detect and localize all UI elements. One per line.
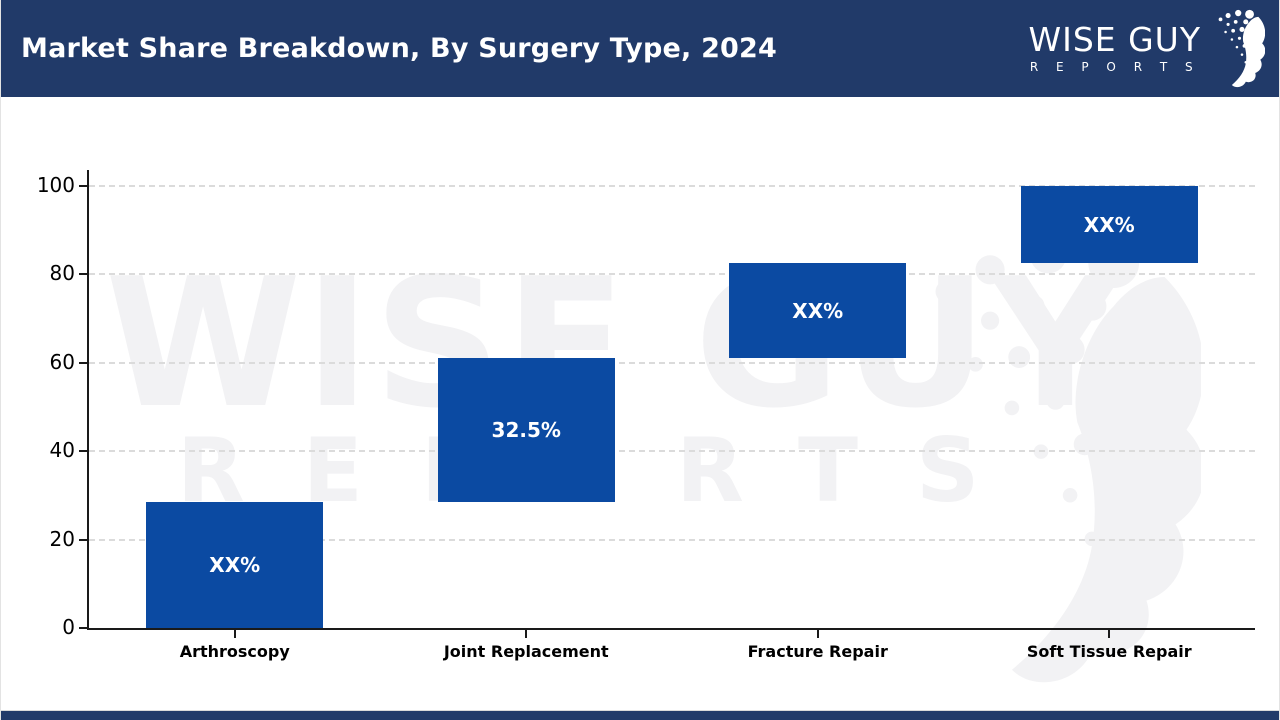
y-tick-label: 60 xyxy=(49,349,75,374)
bar-value-label: XX% xyxy=(209,553,261,577)
brand-name: WISE GUY xyxy=(1028,20,1201,59)
bar-segment: 32.5% xyxy=(437,358,615,503)
y-tick-label: 100 xyxy=(36,173,75,197)
bar-segment: XX% xyxy=(1020,186,1198,264)
y-tick-mark xyxy=(79,538,88,541)
chart-title: Market Share Breakdown, By Surgery Type,… xyxy=(21,33,778,64)
brand-head-icon xyxy=(1218,9,1265,87)
x-tick-mark xyxy=(233,630,236,638)
brand-logo-text: WISE GUY R E P O R T S xyxy=(1028,23,1201,74)
x-category-label: Arthroscopy xyxy=(179,642,290,661)
y-axis-line xyxy=(87,170,89,630)
y-tick-mark xyxy=(79,361,88,364)
bar-segment: XX% xyxy=(729,263,907,359)
y-tick-mark xyxy=(79,273,88,276)
y-gridline xyxy=(89,361,1255,364)
y-gridline xyxy=(89,450,1255,453)
x-category-label: Joint Replacement xyxy=(443,642,609,661)
y-gridline xyxy=(89,273,1255,276)
footer-bar xyxy=(1,710,1279,720)
bar-value-label: XX% xyxy=(1083,212,1135,237)
x-tick-mark xyxy=(816,630,819,638)
bar-value-label: XX% xyxy=(792,298,844,323)
header-bar: Market Share Breakdown, By Surgery Type,… xyxy=(1,0,1279,97)
brand-logo: WISE GUY R E P O R T S xyxy=(1028,8,1279,90)
x-category-label: Soft Tissue Repair xyxy=(1026,642,1192,661)
x-tick-mark xyxy=(525,630,528,638)
y-tick-label: 20 xyxy=(49,526,75,551)
y-tick-label: 0 xyxy=(62,615,75,639)
y-tick-mark xyxy=(79,450,88,453)
brand-sub: R E P O R T S xyxy=(1029,60,1200,74)
plot-area: 0 20 40 60 80 100 XX% Arthroscopy 32.5% Joint Rep… xyxy=(1,97,1279,711)
y-tick-mark xyxy=(79,185,88,187)
x-category-label: Fracture Repair xyxy=(747,642,888,661)
y-gridline xyxy=(89,185,1255,187)
y-gridline xyxy=(89,538,1255,541)
x-axis-line xyxy=(87,628,1255,630)
bar-segment: XX% xyxy=(146,502,324,628)
bar-value-label: 32.5% xyxy=(491,418,561,443)
y-tick-label: 80 xyxy=(49,261,75,286)
y-tick-mark xyxy=(79,627,88,629)
x-tick-mark xyxy=(1108,630,1111,638)
y-tick-label: 40 xyxy=(49,438,75,463)
